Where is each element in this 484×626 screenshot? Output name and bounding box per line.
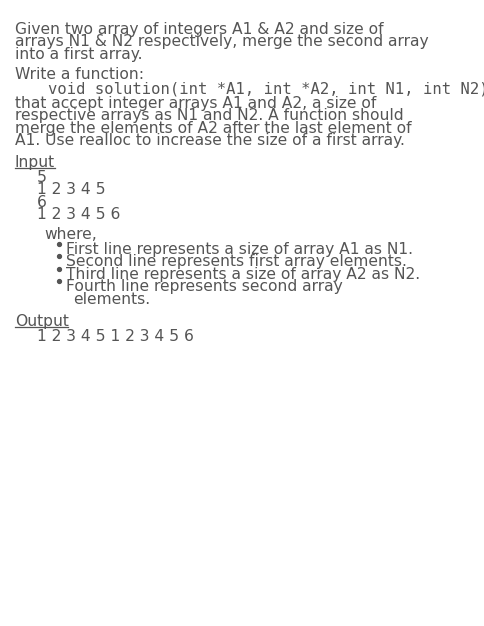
Text: 1 2 3 4 5 1 2 3 4 5 6: 1 2 3 4 5 1 2 3 4 5 6 — [37, 329, 194, 344]
Text: that accept integer arrays A1 and A2, a size of: that accept integer arrays A1 and A2, a … — [15, 96, 376, 111]
Text: arrays N1 & N2 respectively, merge the second array: arrays N1 & N2 respectively, merge the s… — [15, 34, 427, 49]
Text: Input: Input — [15, 155, 55, 170]
Text: where,: where, — [45, 227, 97, 242]
Text: Given two array of integers A1 & A2 and size of: Given two array of integers A1 & A2 and … — [15, 22, 383, 37]
Text: Output: Output — [15, 314, 69, 329]
Text: A1. Use realloc to increase the size of a first array.: A1. Use realloc to increase the size of … — [15, 133, 404, 148]
Text: Fourth line represents second array: Fourth line represents second array — [66, 279, 342, 294]
Text: elements.: elements. — [74, 292, 151, 307]
Text: Write a function:: Write a function: — [15, 67, 144, 82]
Text: respective arrays as N1 and N2. A function should: respective arrays as N1 and N2. A functi… — [15, 108, 403, 123]
Text: Output: Output — [15, 314, 69, 329]
Text: 1 2 3 4 5 6: 1 2 3 4 5 6 — [37, 207, 120, 222]
Text: merge the elements of A2 after the last element of: merge the elements of A2 after the last … — [15, 121, 410, 136]
Text: void solution(int *A1, int *A2, int N1, int N2): void solution(int *A1, int *A2, int N1, … — [48, 81, 484, 96]
Text: Third line represents a size of array A2 as N2.: Third line represents a size of array A2… — [66, 267, 419, 282]
Text: 1 2 3 4 5: 1 2 3 4 5 — [37, 182, 106, 197]
Text: into a first array.: into a first array. — [15, 47, 142, 62]
Text: 6: 6 — [37, 195, 47, 210]
Text: 5: 5 — [37, 170, 47, 185]
Text: Input: Input — [15, 155, 55, 170]
Text: First line represents a size of array A1 as N1.: First line represents a size of array A1… — [66, 242, 412, 257]
Text: Second line represents first array elements.: Second line represents first array eleme… — [66, 254, 406, 269]
